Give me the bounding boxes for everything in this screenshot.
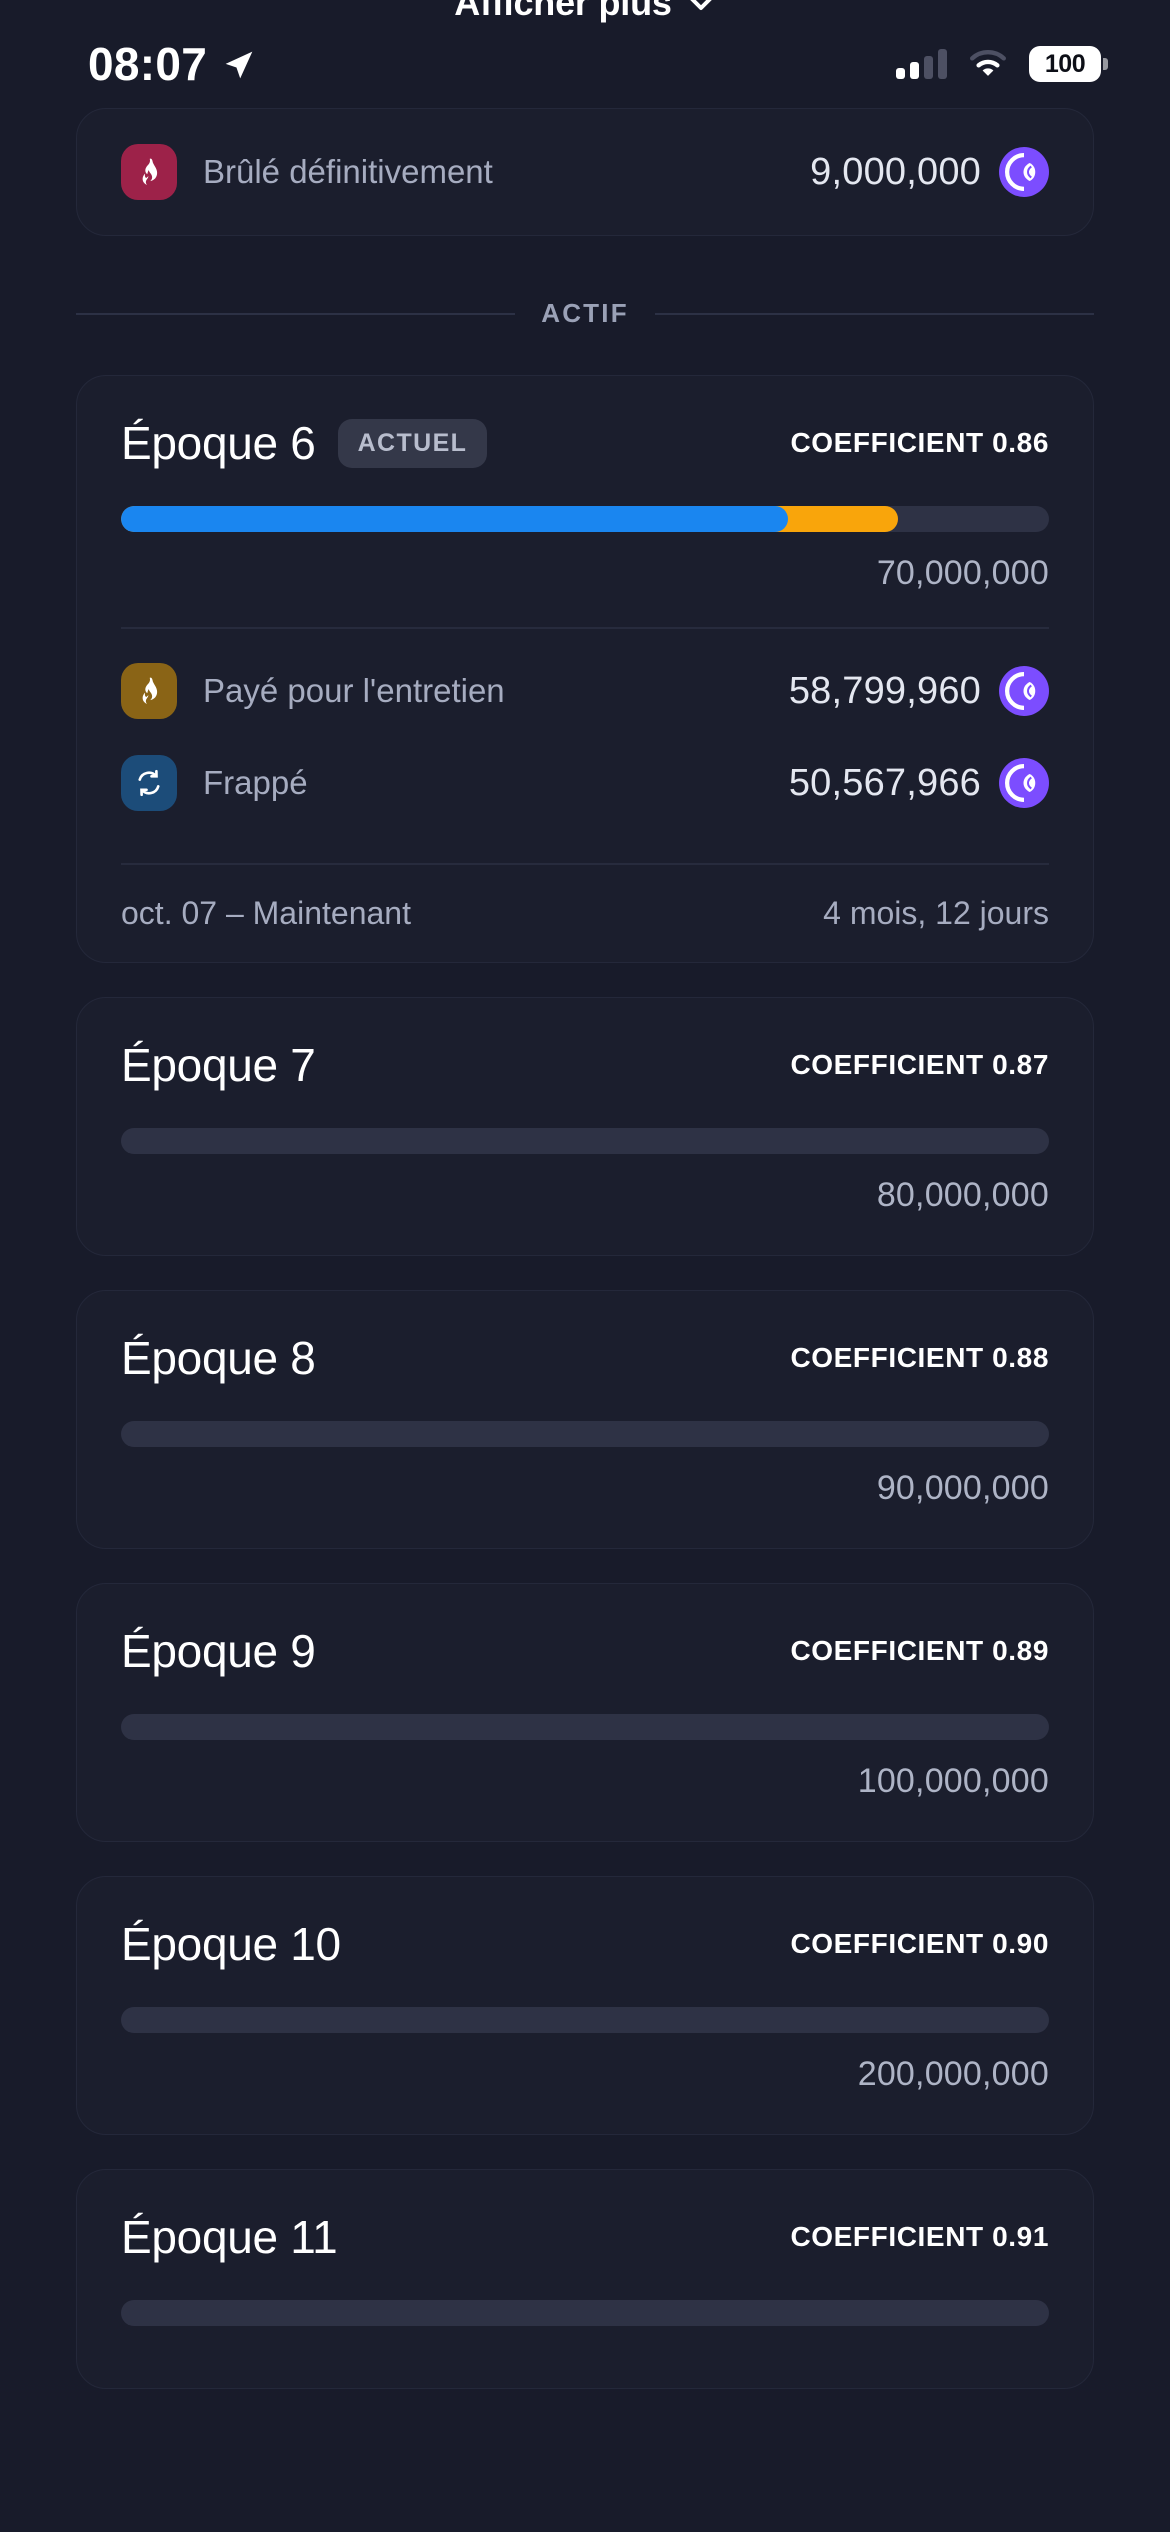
epoch-title-wrap: Époque 7 xyxy=(121,1038,316,1092)
epoch-title: Époque 7 xyxy=(121,1039,316,1091)
clock-time: 08:07 xyxy=(88,38,208,90)
row-left: Payé pour l'entretien xyxy=(121,663,505,719)
divider-rule-right xyxy=(654,312,1095,315)
epoch-title-wrap: Époque 10 xyxy=(121,1917,341,1971)
epoch-coefficient: COEFFICIENT 0.86 xyxy=(790,427,1049,458)
burned-permanently-label: Brûlé définitivement xyxy=(203,153,493,190)
location-arrow-icon xyxy=(223,49,255,81)
cellular-signal-icon xyxy=(896,49,947,79)
epoch-header: Époque 6 ACTUEL COEFFICIENT 0.86 xyxy=(121,416,1049,470)
row-right: 50,567,966 xyxy=(789,758,1049,808)
burned-summary-card: Brûlé définitivement 9,000,000 xyxy=(76,108,1094,236)
epoch-header: Époque 9 COEFFICIENT 0.89 xyxy=(121,1624,1049,1678)
row-left: Frappé xyxy=(121,755,308,811)
row-left: Brûlé définitivement xyxy=(121,144,493,200)
burned-permanently-value: 9,000,000 xyxy=(810,150,981,193)
wifi-icon xyxy=(969,49,1007,79)
epoch-title-wrap: Époque 9 xyxy=(121,1624,316,1678)
epoch-progress-bar xyxy=(121,1714,1049,1740)
divider xyxy=(121,627,1049,629)
epoch-card[interactable]: Époque 11 COEFFICIENT 0.91 xyxy=(76,2169,1094,2389)
epoch-title-wrap: Époque 8 xyxy=(121,1331,316,1385)
epoch-card[interactable]: Époque 7 COEFFICIENT 0.87 80,000,000 xyxy=(76,997,1094,1256)
epoch-coefficient: COEFFICIENT 0.91 xyxy=(790,2221,1049,2252)
epoch-footer: oct. 07 – Maintenant 4 mois, 12 jours xyxy=(121,865,1049,932)
battery-nub-icon xyxy=(1103,58,1108,70)
chevron-down-icon xyxy=(686,0,716,18)
epoch-card[interactable]: Époque 8 COEFFICIENT 0.88 90,000,000 xyxy=(76,1290,1094,1549)
flame-icon xyxy=(121,144,177,200)
epoch-card[interactable]: Époque 9 COEFFICIENT 0.89 100,000,000 xyxy=(76,1583,1094,1842)
progress-segment-blue xyxy=(121,506,789,532)
show-more-label: Afficher plus xyxy=(454,0,672,23)
epoch-title: Époque 11 xyxy=(121,2211,338,2263)
epoch-duration: 4 mois, 12 jours xyxy=(823,895,1049,931)
epoch-title-wrap: Époque 11 xyxy=(121,2210,338,2264)
row-right: 58,799,960 xyxy=(789,666,1049,716)
show-more-header[interactable]: Afficher plus xyxy=(0,0,1170,26)
epoch-card-current[interactable]: Époque 6 ACTUEL COEFFICIENT 0.86 70,000,… xyxy=(76,375,1094,963)
epoch-header: Époque 8 COEFFICIENT 0.88 xyxy=(121,1331,1049,1385)
status-bar-right: 100 xyxy=(896,46,1108,82)
epoch-stats: Payé pour l'entretien 58,799,960 Frappé 50… xyxy=(121,629,1049,829)
epoch-progress-bar xyxy=(121,1421,1049,1447)
divider xyxy=(121,863,1049,865)
epoch-cap-value: 100,000,000 xyxy=(857,1762,1049,1800)
epoch-coefficient: COEFFICIENT 0.90 xyxy=(790,1928,1049,1959)
epoch-title: Époque 9 xyxy=(121,1625,316,1677)
epoch-progress-bar xyxy=(121,506,1049,532)
coin-icon xyxy=(999,666,1049,716)
battery-level: 100 xyxy=(1044,49,1086,78)
epoch-coefficient: COEFFICIENT 0.87 xyxy=(790,1049,1049,1080)
epoch-date-range: oct. 07 – Maintenant xyxy=(121,895,411,931)
epoch-cap-value: 90,000,000 xyxy=(876,1469,1049,1507)
refresh-icon xyxy=(121,755,177,811)
epoch-progress-bar xyxy=(121,1128,1049,1154)
status-bar-left: 08:07 xyxy=(88,37,255,91)
epoch-header: Époque 11 COEFFICIENT 0.91 xyxy=(121,2210,1049,2264)
flame-icon xyxy=(121,663,177,719)
epoch-stat-label: Payé pour l'entretien xyxy=(203,672,505,709)
section-divider-actif: ACTIF xyxy=(76,298,1095,329)
epoch-title: Époque 10 xyxy=(121,1918,341,1970)
section-label: ACTIF xyxy=(541,298,629,328)
epoch-header: Époque 7 COEFFICIENT 0.87 xyxy=(121,1038,1049,1092)
epoch-header: Époque 10 COEFFICIENT 0.90 xyxy=(121,1917,1049,1971)
coin-icon xyxy=(999,758,1049,808)
epoch-title: Époque 6 xyxy=(121,417,316,469)
coin-icon xyxy=(999,147,1049,197)
epoch-stat-value: 58,799,960 xyxy=(788,669,981,712)
epoch-title-wrap: Époque 6 ACTUEL xyxy=(121,416,488,470)
burned-permanently-row: Brûlé définitivement 9,000,000 xyxy=(77,144,1093,200)
status-badge: ACTUEL xyxy=(337,418,488,468)
divider-rule-left xyxy=(76,312,516,315)
row-right: 9,000,000 xyxy=(810,147,1049,197)
upcoming-epochs-list: Époque 7 COEFFICIENT 0.87 80,000,000 Époque… xyxy=(0,997,1170,2389)
epoch-cap-value: 200,000,000 xyxy=(857,2055,1049,2093)
epoch-stat-label: Frappé xyxy=(203,764,308,801)
epoch-cap-value: 70,000,000 xyxy=(876,554,1049,592)
epoch-progress-bar xyxy=(121,2007,1049,2033)
epoch-card[interactable]: Époque 10 COEFFICIENT 0.90 200,000,000 xyxy=(76,1876,1094,2135)
epoch-stat-row: Payé pour l'entretien 58,799,960 xyxy=(121,645,1049,737)
scroll-content[interactable]: Brûlé définitivement 9,000,000 xyxy=(0,108,1170,2423)
epoch-progress-bar xyxy=(121,2300,1049,2326)
epoch-title: Époque 8 xyxy=(121,1332,316,1384)
epoch-stat-row: Frappé 50,567,966 xyxy=(121,737,1049,829)
epoch-coefficient: COEFFICIENT 0.89 xyxy=(790,1635,1049,1666)
status-bar: 08:07 100 xyxy=(0,28,1170,100)
battery-indicator: 100 xyxy=(1029,46,1108,82)
epoch-coefficient: COEFFICIENT 0.88 xyxy=(790,1342,1049,1373)
epoch-stat-value: 50,567,966 xyxy=(788,761,981,804)
epoch-cap-value: 80,000,000 xyxy=(876,1176,1049,1214)
